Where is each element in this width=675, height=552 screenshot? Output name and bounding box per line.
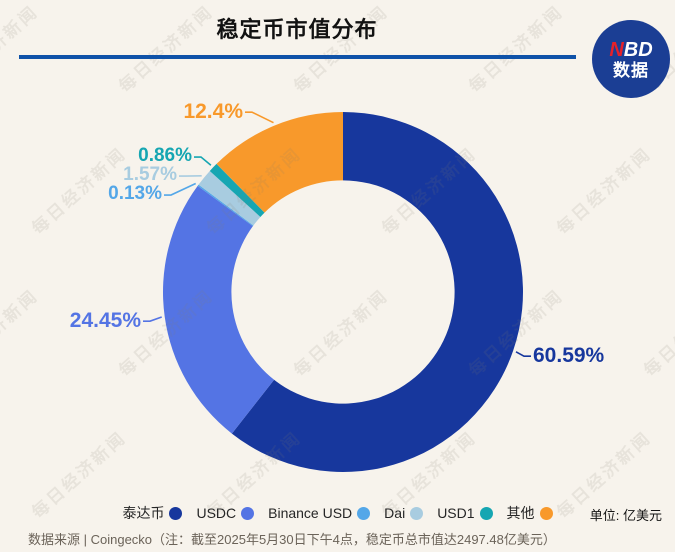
legend-label: 泰达币 xyxy=(122,505,165,521)
chart-legend: 泰达币 USDC Binance USD Dai USD1 其他 xyxy=(0,503,675,523)
slice-leader-line-1 xyxy=(143,316,162,322)
nbd-logo-subtitle: 数据 xyxy=(613,60,649,80)
legend-label: Dai xyxy=(384,505,406,521)
legend-dot-icon xyxy=(410,506,424,520)
slice-label-1: 24.45% xyxy=(69,309,141,332)
legend-item-4: USD1 xyxy=(437,505,493,521)
slice-label-5: 12.4% xyxy=(183,100,243,123)
legend-item-0: 泰达币 xyxy=(122,503,183,523)
legend-label: Binance USD xyxy=(268,505,353,521)
slice-label-4: 0.86% xyxy=(138,145,192,166)
donut-segment-4 xyxy=(209,163,265,217)
nbd-logo: NBD 数据 xyxy=(592,20,670,98)
donut-segment-2 xyxy=(197,184,254,227)
slice-leader-line-4 xyxy=(194,156,212,166)
legend-item-2: Binance USD xyxy=(268,505,371,521)
unit-label: 单位: 亿美元 xyxy=(589,508,662,523)
slice-label-3: 1.57% xyxy=(123,164,177,185)
legend-dot-icon xyxy=(479,506,493,520)
title-divider xyxy=(19,55,576,59)
legend-item-5: 其他 xyxy=(507,503,553,523)
legend-label: 其他 xyxy=(506,505,535,521)
donut-segment-0 xyxy=(231,112,523,472)
legend-dot-icon xyxy=(539,506,553,520)
legend-label: USDC xyxy=(196,505,237,521)
slice-leader-line-2 xyxy=(164,182,197,196)
legend-dot-icon xyxy=(169,506,183,520)
slice-label-2: 0.13% xyxy=(108,183,162,204)
legend-item-1: USDC xyxy=(196,505,255,521)
slice-label-0: 60.59% xyxy=(533,344,605,367)
nbd-logo-brand: NBD xyxy=(609,38,653,61)
slice-leader-line-0 xyxy=(515,351,531,357)
legend-dot-icon xyxy=(241,506,255,520)
donut-segment-1 xyxy=(162,185,275,434)
legend-label: USD1 xyxy=(437,505,475,521)
page-title: 稳定币市值分布 xyxy=(216,17,378,42)
legend-dot-icon xyxy=(357,506,371,520)
donut-segment-3 xyxy=(198,170,261,226)
slice-leader-line-5 xyxy=(245,111,274,124)
source-note: 数据来源 | Coingecko（注：截至2025年5月30日下午4点，稳定币总… xyxy=(28,532,556,547)
donut-segment-5 xyxy=(216,112,343,213)
legend-item-3: Dai xyxy=(384,505,424,521)
